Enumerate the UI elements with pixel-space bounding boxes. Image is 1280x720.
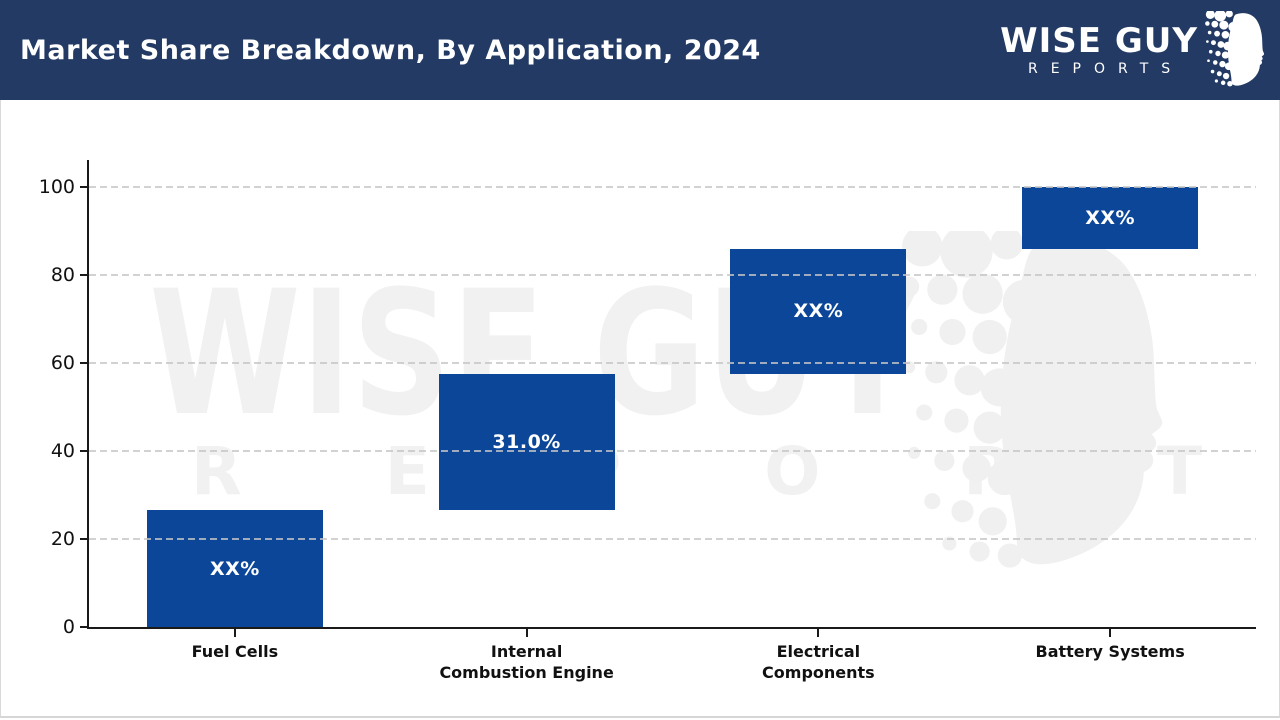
bar-value-label: 31.0%: [492, 431, 561, 454]
bar-Internal Combustion Engine: 31.0%: [438, 374, 615, 511]
brand-name: WISE GUY: [1000, 21, 1198, 61]
x-tick-0: [233, 629, 236, 637]
bar-Electrical Components: XX%: [730, 248, 907, 374]
y-tick-label-20: 20: [50, 528, 75, 550]
x-tick-1: [525, 629, 528, 637]
x-tick-3: [1109, 629, 1112, 637]
category-label-1: Internal Combustion Engine: [387, 641, 667, 683]
bar-value-label: XX%: [793, 300, 844, 323]
x-tick-2: [817, 629, 820, 637]
gridline-80: [89, 274, 1256, 276]
category-label-line: Combustion Engine: [439, 663, 614, 682]
bar-Fuel Cells: XX%: [146, 510, 323, 627]
bar-value-label: XX%: [1085, 206, 1136, 229]
y-tick-0: [80, 626, 89, 628]
y-axis: [87, 160, 89, 629]
y-tick-label-40: 40: [50, 440, 75, 462]
y-tick-label-80: 80: [50, 264, 75, 286]
gridline-60: [89, 362, 1256, 364]
gridline-100: [89, 186, 1256, 188]
category-label-line: Components: [762, 663, 875, 682]
category-label-line: Internal: [490, 642, 563, 661]
brand-face-icon: [1205, 11, 1265, 87]
category-label-0: Fuel Cells: [95, 641, 375, 662]
brand-logo: WISE GUY REPORTS: [1000, 10, 1266, 90]
y-tick-20: [80, 538, 89, 540]
category-label-line: Battery Systems: [1035, 642, 1185, 661]
gridline-20: [89, 538, 1256, 540]
chart-area: WISE GUY R E P O R T S 020406080100XX%Fu…: [0, 100, 1280, 718]
x-axis: [87, 627, 1256, 629]
y-tick-60: [80, 362, 89, 364]
brand-logo-text: WISE GUY REPORTS: [1000, 23, 1198, 77]
category-label-2: Electrical Components: [678, 641, 958, 683]
category-label-line: Electrical: [776, 642, 861, 661]
page-title: Market Share Breakdown, By Application, …: [20, 34, 761, 66]
category-label-line: Fuel Cells: [191, 642, 279, 661]
category-label-3: Battery Systems: [970, 641, 1250, 662]
y-tick-label-60: 60: [50, 352, 75, 374]
bar-value-label: XX%: [209, 557, 260, 580]
gridline-40: [89, 450, 1256, 452]
watermark-face-icon: [899, 231, 1163, 568]
brand-subname: REPORTS: [1027, 61, 1184, 77]
y-tick-label-0: 0: [62, 616, 75, 638]
y-tick-label-100: 100: [38, 176, 75, 198]
y-tick-80: [80, 274, 89, 276]
y-tick-100: [80, 186, 89, 188]
header-bar: Market Share Breakdown, By Application, …: [0, 0, 1280, 100]
bar-Battery Systems: XX%: [1022, 187, 1199, 249]
y-tick-40: [80, 450, 89, 452]
plot-region: 0 20 40 60 80 100 XX% Fuel Cells 31.0% Internal Co…: [1, 100, 1279, 716]
